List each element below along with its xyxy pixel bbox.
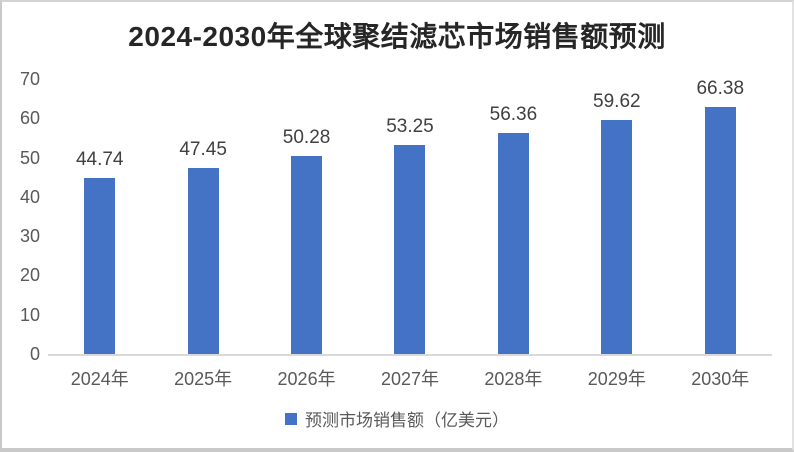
x-tick-label: 2025年: [174, 369, 233, 389]
bar-column: 53.25: [358, 79, 461, 354]
y-axis: 0 10 20 30 40 50 60 70: [2, 70, 40, 363]
y-tick-label: 10: [19, 304, 40, 325]
bar-value-label: 53.25: [386, 115, 434, 137]
x-tick-label: 2029年: [587, 369, 646, 389]
bar-column: 56.36: [462, 79, 565, 354]
bar-value-label: 59.62: [593, 90, 641, 112]
legend: 预测市场销售额（亿美元）: [2, 406, 792, 431]
bar-value-label: 44.74: [75, 149, 124, 171]
bar: [84, 178, 116, 354]
bar: [704, 107, 736, 354]
bar-column: 66.38: [669, 79, 772, 354]
bar-value-label: 47.45: [179, 138, 227, 160]
bar-column: 59.62: [565, 79, 668, 354]
y-tick-label: 70: [19, 69, 40, 89]
x-tick-label: 2028年: [484, 369, 543, 389]
y-tick-label: 20: [19, 265, 40, 286]
legend-swatch-icon: [285, 412, 297, 425]
bar: [601, 119, 633, 354]
y-tick-label: 50: [19, 147, 40, 168]
bar-column: 50.28: [255, 79, 358, 354]
bar-value-label: 50.28: [282, 127, 331, 149]
x-tick-label: 2030年: [691, 369, 750, 389]
x-tick-label: 2026年: [277, 369, 336, 389]
y-tick-label: 30: [19, 226, 40, 247]
x-axis: 2024年 2025年 2026年 2027年 2028年 2029年 2030年: [48, 365, 772, 391]
y-tick-label: 0: [29, 344, 40, 364]
bar: [394, 144, 426, 354]
y-tick-label: 60: [19, 108, 40, 129]
bar: [291, 156, 323, 354]
x-tick-label: 2027年: [380, 369, 439, 389]
legend-label: 预测市场销售额（亿美元）: [305, 411, 509, 430]
bar-column: 44.74: [48, 79, 151, 354]
y-tick-label: 40: [19, 186, 40, 207]
x-tick-label: 2024年: [70, 369, 129, 389]
bar: [187, 167, 219, 354]
bar-value-label: 56.36: [489, 103, 538, 125]
bar-column: 47.45: [151, 79, 254, 354]
bar-value-label: 66.38: [696, 78, 745, 99]
chart-title: 2024-2030年全球聚结滤芯市场销售额预测: [128, 21, 666, 52]
bar: [497, 132, 529, 354]
plot-area: 44.74 47.45 50.28 53.25 56.36 59.62 66.38: [48, 79, 772, 356]
